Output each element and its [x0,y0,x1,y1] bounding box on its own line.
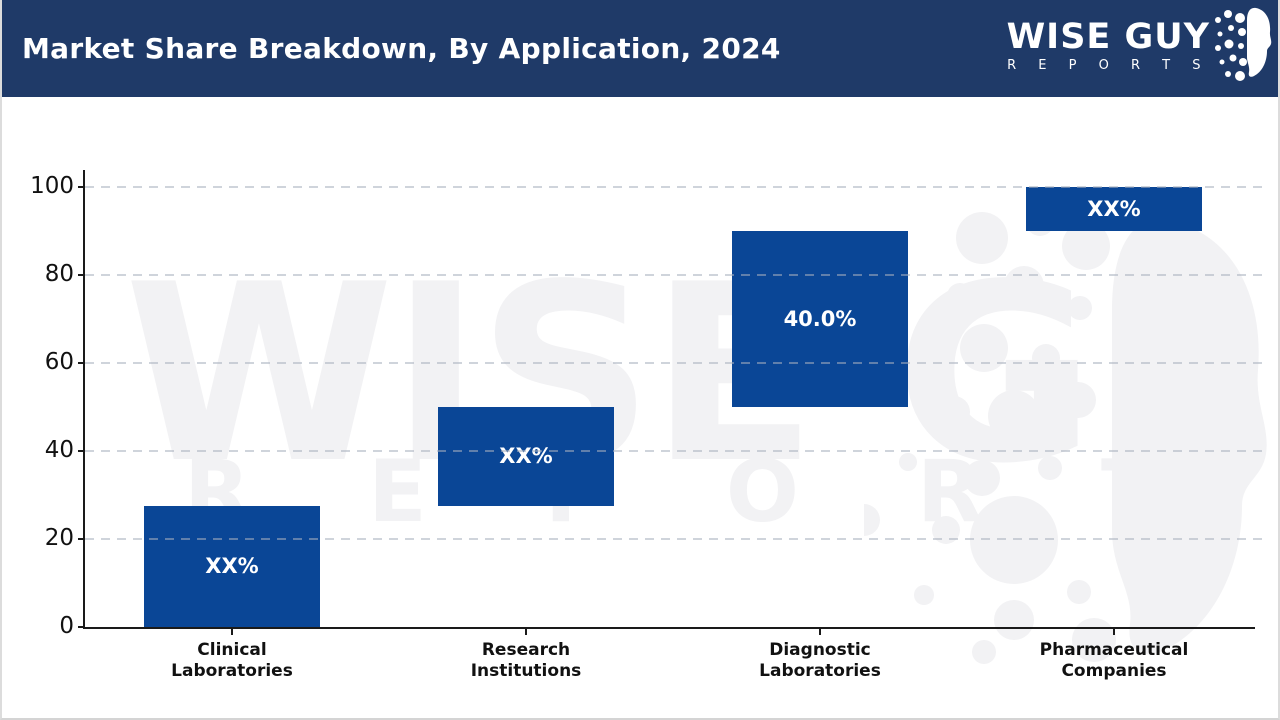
y-tick-label: 20 [44,524,74,551]
x-tick [819,628,821,635]
x-category-label: Diagnostic Laboratories [759,640,881,681]
page-title: Market Share Breakdown, By Application, … [22,32,781,65]
x-tick [525,628,527,635]
watermark-reports-text: R E P O R T S [184,442,1280,542]
y-tick-label: 40 [44,436,74,463]
bar-value-label: 40.0% [783,306,857,331]
y-tick [78,449,85,452]
grid-line [85,361,1266,364]
bar: XX% [438,406,614,506]
y-tick [78,626,85,628]
bar: 40.0% [732,230,908,407]
y-tick [78,361,85,364]
x-category-label: Research Institutions [470,640,582,681]
bar-value-label: XX% [499,444,553,469]
header-bar: Market Share Breakdown, By Application, … [2,0,1278,97]
grid-line [85,537,1266,540]
y-tick-label: 100 [30,172,74,199]
y-tick [78,185,85,188]
bar: XX% [144,505,320,627]
bar-value-label: XX% [205,554,259,579]
logo-wiseguy-label: WISE GUY [1006,17,1210,57]
bar-value-label: XX% [1087,196,1141,221]
y-axis [83,170,85,629]
logo-reports-label: R E P O R T S [1007,58,1210,73]
x-category-label: Pharmaceutical Companies [1039,640,1189,681]
x-category-label: Clinical Laboratories [171,640,293,681]
y-tick-label: 80 [44,260,74,287]
logo-text: WISE GUY R E P O R T S [1007,17,1210,73]
x-axis [83,627,1255,629]
bar: XX% [1026,186,1202,231]
grid-line [85,449,1266,452]
watermark-face-graphic [864,208,1267,664]
grid-line [85,185,1266,188]
x-tick [1113,628,1115,635]
y-tick-label: 0 [59,613,74,639]
y-tick [78,537,85,540]
wiseguy-logo: WISE GUY R E P O R T S [1007,0,1272,97]
grid-line [85,273,1266,276]
x-tick [231,628,233,635]
wiseguy-face-icon [1215,7,1272,81]
y-tick-label: 60 [44,348,74,375]
y-tick [78,273,85,276]
